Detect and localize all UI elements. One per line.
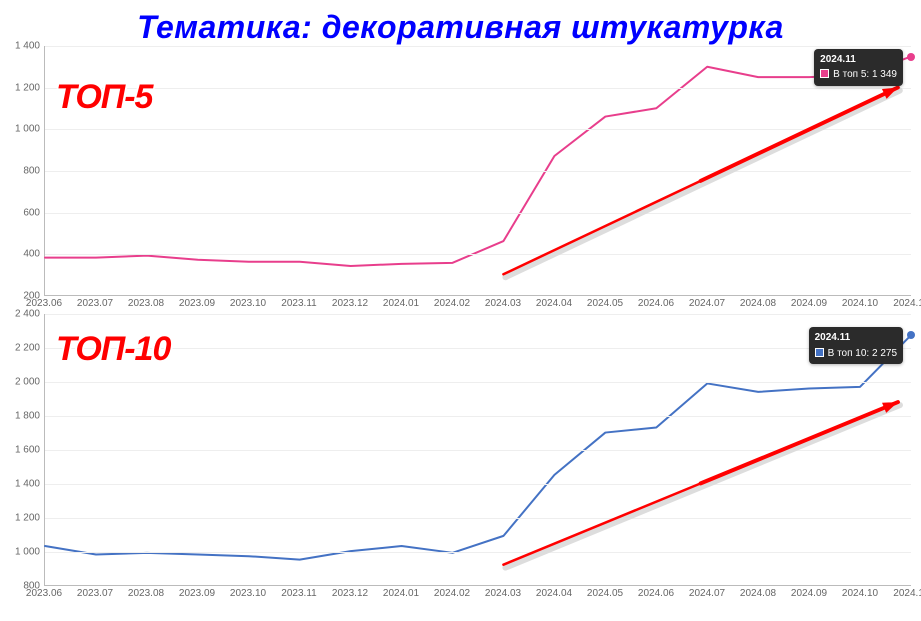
x-tick-label: 2024.08 — [740, 298, 776, 309]
x-tick-label: 2024.11 — [893, 298, 921, 309]
y-tick-label: 1 200 — [15, 82, 40, 93]
plot-area-top5 — [44, 46, 911, 296]
x-tick-label: 2023.11 — [281, 588, 316, 599]
x-tick-label: 2024.10 — [842, 298, 878, 309]
x-tick-label: 2024.06 — [638, 588, 674, 599]
x-tick-label: 2023.12 — [332, 298, 368, 309]
y-tick-label: 1 600 — [15, 445, 40, 456]
x-tick-label: 2023.06 — [26, 298, 62, 309]
x-tick-label: 2023.08 — [128, 298, 164, 309]
x-tick-label: 2024.02 — [434, 588, 470, 599]
y-tick-label: 400 — [23, 249, 40, 260]
x-tick-label: 2024.01 — [383, 588, 419, 599]
x-tick-label: 2024.03 — [485, 588, 521, 599]
x-tick-label: 2024.05 — [587, 298, 623, 309]
trend-arrow-top10 — [45, 314, 911, 585]
x-tick-label: 2023.12 — [332, 588, 368, 599]
y-tick-label: 1 400 — [15, 479, 40, 490]
chart-top10: ТОП-10 8001 0001 2001 4001 6001 8002 000… — [0, 314, 921, 604]
x-tick-label: 2023.08 — [128, 588, 164, 599]
x-tick-label: 2024.07 — [689, 298, 725, 309]
x-tick-label: 2024.11 — [893, 588, 921, 599]
y-tick-label: 1 800 — [15, 411, 40, 422]
x-tick-label: 2024.09 — [791, 588, 827, 599]
panel-label-top10: ТОП-10 — [56, 330, 170, 369]
y-tick-label: 1 000 — [15, 124, 40, 135]
y-axis-top5: 2004006008001 0001 2001 400 — [0, 46, 44, 296]
x-axis-top5: 2023.062023.072023.082023.092023.102023.… — [44, 296, 911, 314]
x-tick-label: 2024.04 — [536, 298, 572, 309]
y-tick-label: 1 400 — [15, 41, 40, 52]
y-tick-label: 800 — [23, 166, 40, 177]
x-tick-label: 2023.11 — [281, 298, 316, 309]
x-axis-top10: 2023.062023.072023.082023.092023.102023.… — [44, 586, 911, 604]
y-tick-label: 2 000 — [15, 377, 40, 388]
tooltip-row: В топ 10: 2 275 — [815, 347, 897, 361]
tooltip-swatch-icon — [815, 348, 824, 357]
x-tick-label: 2024.01 — [383, 298, 419, 309]
tooltip-title: 2024.11 — [820, 53, 897, 67]
y-tick-label: 1 000 — [15, 547, 40, 558]
x-tick-label: 2023.06 — [26, 588, 62, 599]
y-tick-label: 2 400 — [15, 309, 40, 320]
tooltip-swatch-icon — [820, 69, 829, 78]
x-tick-label: 2024.04 — [536, 588, 572, 599]
x-tick-label: 2023.09 — [179, 298, 215, 309]
x-tick-label: 2024.07 — [689, 588, 725, 599]
endpoint-marker-top5 — [907, 53, 915, 61]
page-title: Тематика: декоративная штукатурка — [0, 0, 921, 46]
plot-area-top10 — [44, 314, 911, 586]
endpoint-marker-top10 — [907, 331, 915, 339]
x-tick-label: 2023.09 — [179, 588, 215, 599]
chart-top5: ТОП-5 2004006008001 0001 2001 400 2023.0… — [0, 46, 921, 314]
tooltip-value: В топ 10: 2 275 — [828, 348, 897, 359]
tooltip-top5: 2024.11 В топ 5: 1 349 — [814, 49, 903, 86]
x-tick-label: 2024.08 — [740, 588, 776, 599]
y-axis-top10: 8001 0001 2001 4001 6001 8002 0002 2002 … — [0, 314, 44, 586]
x-tick-label: 2023.10 — [230, 298, 266, 309]
y-tick-label: 2 200 — [15, 343, 40, 354]
x-tick-label: 2023.07 — [77, 298, 113, 309]
x-tick-label: 2024.02 — [434, 298, 470, 309]
tooltip-value: В топ 5: 1 349 — [833, 69, 897, 80]
tooltip-top10: 2024.11 В топ 10: 2 275 — [809, 327, 903, 364]
y-tick-label: 1 200 — [15, 513, 40, 524]
x-tick-label: 2024.09 — [791, 298, 827, 309]
trend-arrow-top5 — [45, 46, 911, 295]
panel-label-top5: ТОП-5 — [56, 78, 152, 117]
y-tick-label: 600 — [23, 207, 40, 218]
x-tick-label: 2024.05 — [587, 588, 623, 599]
tooltip-title: 2024.11 — [815, 331, 897, 345]
x-tick-label: 2023.07 — [77, 588, 113, 599]
x-tick-label: 2023.10 — [230, 588, 266, 599]
x-tick-label: 2024.03 — [485, 298, 521, 309]
x-tick-label: 2024.06 — [638, 298, 674, 309]
x-tick-label: 2024.10 — [842, 588, 878, 599]
tooltip-row: В топ 5: 1 349 — [820, 68, 897, 82]
